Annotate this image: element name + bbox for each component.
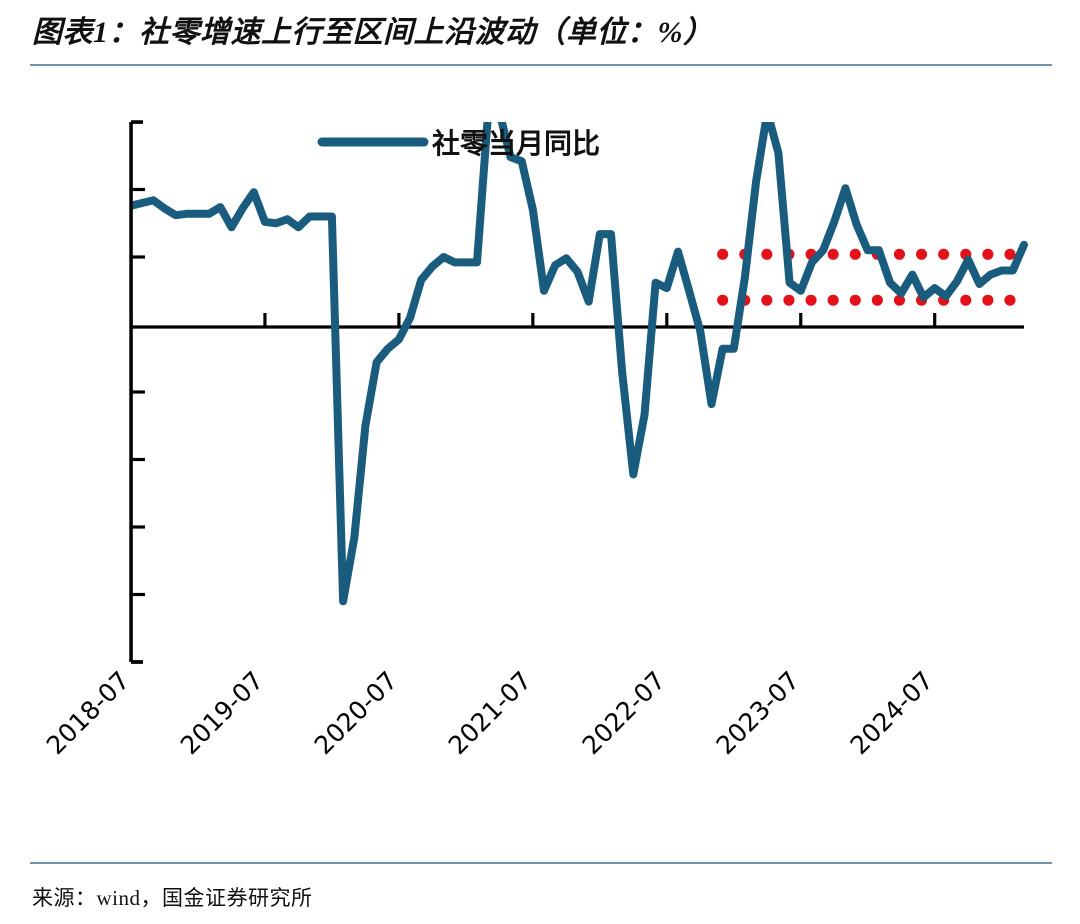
x-axis-tick-label: 2023-07 [711,666,805,760]
y-axis-ticks [131,187,145,597]
x-axis-tick-labels: 2018-07 2019-07 2020-07 2021-07 2022-07 2023-… [41,666,939,760]
x-axis-tick-label: 2022-07 [577,666,671,760]
top-clip-mask [0,70,1080,122]
right-clip-mask [1028,70,1080,860]
x-axis-tick-label: 2019-07 [175,666,269,760]
left-clip-mask [0,70,131,860]
page-title: 图表1：社零增速上行至区间上沿波动（单位：%） [32,16,714,49]
chart-axes [129,120,1024,664]
y-axis-spine-overlay [129,120,143,664]
x-axis-tick-label: 2020-07 [309,666,403,760]
x-axis-tick-label: 2021-07 [443,666,537,760]
footer-divider [30,862,1052,864]
series-line-retail-yoy [127,108,1028,606]
data-series-group [127,108,1028,606]
title-divider [30,64,1052,66]
source-note: 来源：wind，国金证券研究所 [32,886,313,910]
chart-legend: 社零当月同比 [317,128,600,160]
x-axis-ticks [129,313,937,327]
legend-label: 社零当月同比 [432,128,600,160]
x-axis-tick-label: 2024-07 [845,666,939,760]
